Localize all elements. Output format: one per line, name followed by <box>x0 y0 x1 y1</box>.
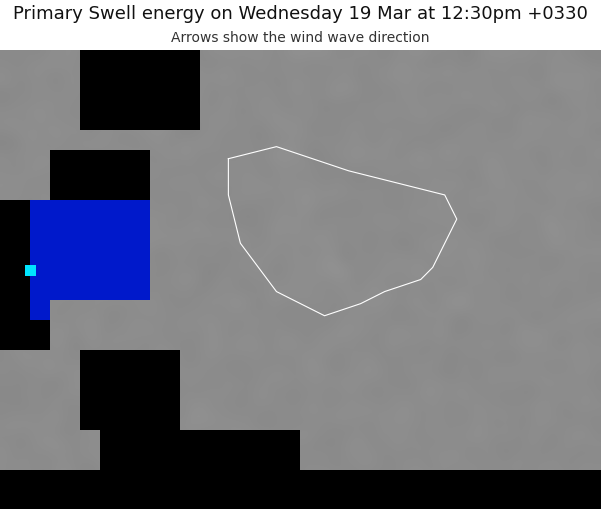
Text: Arrows show the wind wave direction: Arrows show the wind wave direction <box>171 31 430 45</box>
Text: Primary Swell energy on Wednesday 19 Mar at 12:30pm +0330: Primary Swell energy on Wednesday 19 Mar… <box>13 5 588 23</box>
